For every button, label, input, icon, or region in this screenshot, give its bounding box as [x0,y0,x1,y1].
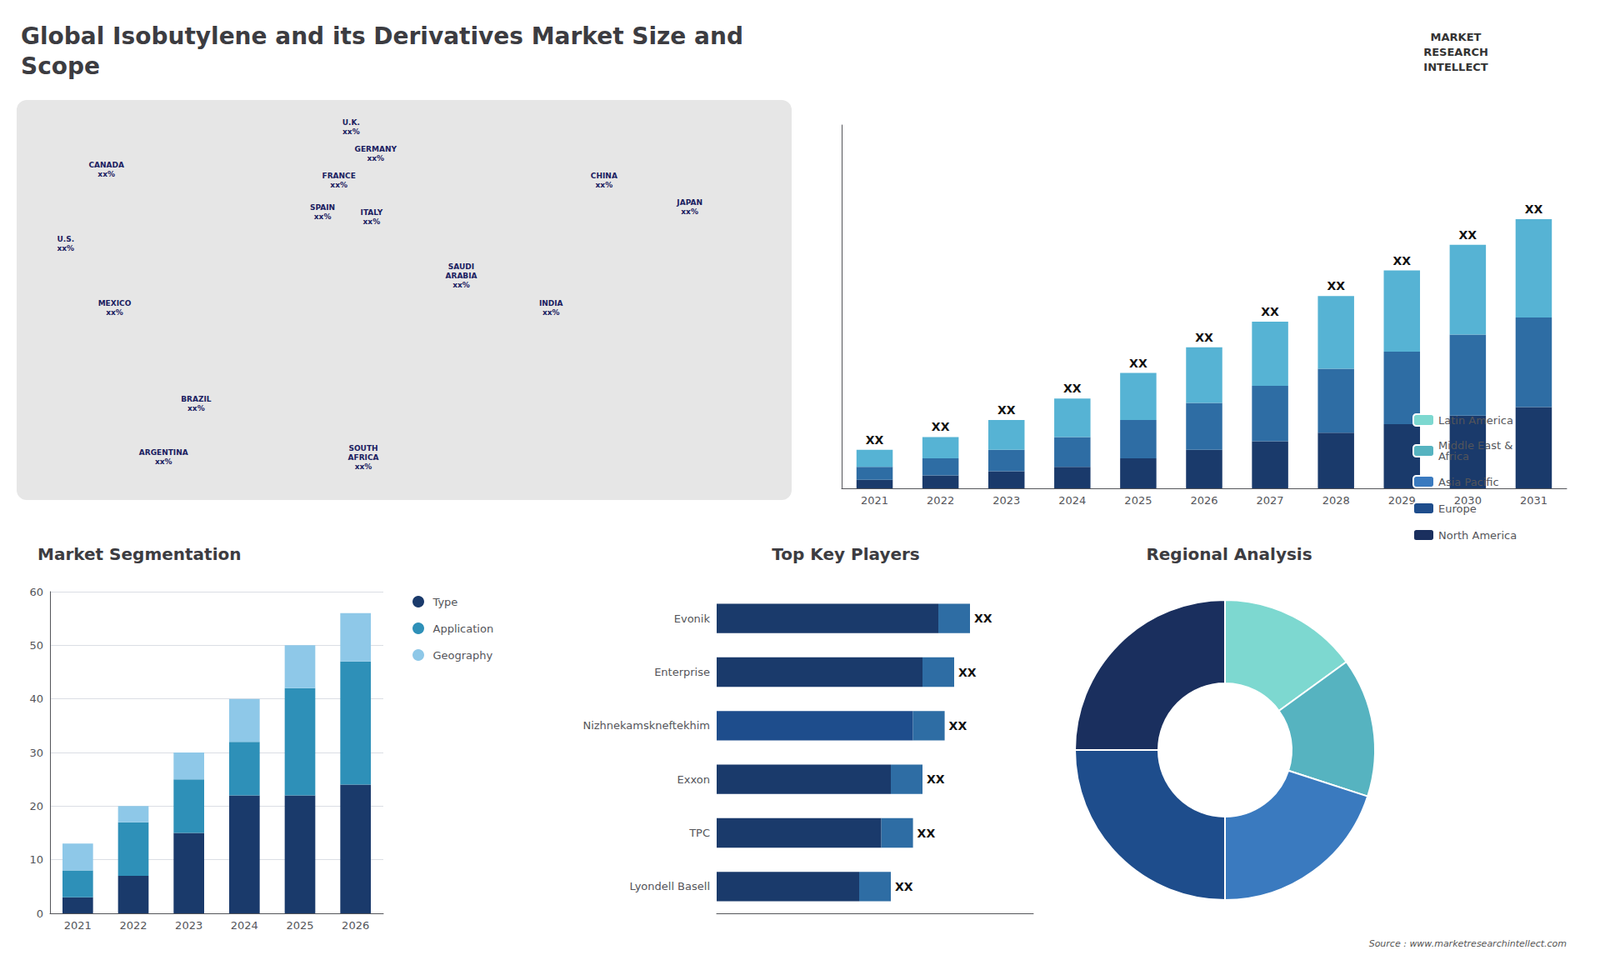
svg-text:ARABIA: ARABIA [445,271,478,280]
svg-text:2023: 2023 [992,494,1020,507]
svg-text:xx%: xx% [680,207,699,216]
svg-text:TPC: TPC [688,826,710,840]
svg-text:XX: XX [926,772,945,786]
svg-text:2021: 2021 [64,919,92,932]
svg-text:Type: Type [432,595,459,609]
svg-text:20: 20 [29,800,44,813]
svg-text:2021: 2021 [860,494,889,507]
svg-text:SOUTH: SOUTH [348,444,378,453]
svg-text:Application: Application [433,622,495,635]
svg-text:xx%: xx% [105,308,124,317]
svg-text:Latin America: Latin America [1438,414,1514,427]
svg-text:Geography: Geography [433,649,494,662]
svg-text:Nizhnekamskneftekhim: Nizhnekamskneftekhim [582,719,710,732]
svg-text:2024: 2024 [230,919,259,932]
svg-text:ITALY: ITALY [360,208,384,217]
svg-text:Enterprise: Enterprise [654,665,710,679]
svg-text:xx%: xx% [355,462,373,471]
svg-text:Asia Pacific: Asia Pacific [1438,475,1500,489]
svg-text:2025: 2025 [1124,494,1152,507]
svg-text:XX: XX [958,665,977,680]
svg-text:0: 0 [36,907,44,920]
svg-text:XX: XX [949,719,968,733]
svg-text:Africa: Africa [1438,450,1470,463]
svg-text:XX: XX [1195,330,1214,345]
svg-text:2027: 2027 [1256,494,1285,507]
svg-text:Evonik: Evonik [674,612,711,625]
svg-text:JAPAN: JAPAN [675,198,703,207]
svg-text:10: 10 [29,853,44,866]
svg-text:AFRICA: AFRICA [348,453,380,462]
svg-text:SPAIN: SPAIN [310,203,335,212]
svg-text:CANADA: CANADA [88,160,125,170]
svg-text:Lyondell Basell: Lyondell Basell [630,880,710,893]
svg-text:2031: 2031 [1520,494,1548,507]
svg-text:Middle East &: Middle East & [1438,439,1513,452]
svg-text:XX: XX [1326,279,1345,293]
svg-text:XX: XX [895,880,914,894]
svg-text:2025: 2025 [285,919,314,932]
svg-text:XX: XX [1260,305,1280,319]
svg-text:XX: XX [974,611,993,625]
svg-text:50: 50 [29,639,44,652]
svg-text:CHINA: CHINA [590,171,618,180]
svg-text:XX: XX [1063,381,1082,395]
svg-text:RESEARCH: RESEARCH [1423,45,1489,59]
svg-text:xx%: xx% [97,170,115,179]
svg-text:2030: 2030 [1454,494,1482,507]
svg-text:2022: 2022 [119,919,147,932]
svg-text:U.K.: U.K. [342,118,360,127]
svg-text:Regional Analysis: Regional Analysis [1145,544,1312,565]
svg-text:XX: XX [1129,356,1148,370]
svg-text:xx%: xx% [452,280,470,290]
svg-text:30: 30 [29,746,44,760]
svg-text:BRAZIL: BRAZIL [180,395,212,404]
svg-text:Top Key Players: Top Key Players [771,544,920,565]
svg-text:xx%: xx% [155,457,173,466]
svg-text:XX: XX [1392,254,1411,268]
svg-text:2028: 2028 [1322,494,1350,507]
svg-text:XX: XX [865,433,885,447]
svg-text:2022: 2022 [926,494,955,507]
svg-text:xx%: xx% [314,212,332,221]
svg-text:xx%: xx% [542,308,560,317]
svg-text:North America: North America [1438,529,1517,542]
svg-text:xx%: xx% [342,127,360,136]
svg-text:XX: XX [997,403,1016,417]
svg-text:2029: 2029 [1388,494,1416,507]
svg-text:Europe: Europe [1438,502,1477,515]
svg-text:INDIA: INDIA [539,299,564,308]
svg-text:XX: XX [1525,202,1544,216]
svg-text:GERMANY: GERMANY [355,145,398,154]
svg-text:Source : www.marketresearchint: Source : www.marketresearchintellect.com [1369,938,1567,950]
svg-text:SAUDI: SAUDI [448,262,475,271]
svg-text:INTELLECT: INTELLECT [1423,60,1488,74]
svg-text:xx%: xx% [330,180,348,190]
svg-text:2024: 2024 [1058,494,1086,507]
svg-text:Market Segmentation: Market Segmentation [37,544,242,565]
svg-text:MARKET: MARKET [1430,30,1482,44]
svg-text:FRANCE: FRANCE [322,171,356,180]
svg-text:xx%: xx% [595,180,614,190]
svg-text:Scope: Scope [20,52,100,80]
svg-text:xx%: xx% [187,404,205,413]
svg-text:60: 60 [29,585,44,599]
svg-text:2026: 2026 [341,919,370,932]
svg-text:Exxon: Exxon [677,773,710,786]
svg-text:MEXICO: MEXICO [98,299,132,308]
svg-text:xx%: xx% [363,217,381,226]
svg-text:2023: 2023 [175,919,203,932]
svg-text:ARGENTINA: ARGENTINA [139,448,189,457]
svg-text:Global Isobutylene and its Der: Global Isobutylene and its Derivatives M… [20,22,744,50]
svg-text:U.S.: U.S. [56,235,75,244]
svg-text:40: 40 [29,692,44,705]
svg-text:xx%: xx% [366,154,385,163]
svg-text:xx%: xx% [56,244,75,253]
svg-text:XX: XX [1459,228,1478,242]
svg-text:XX: XX [917,826,936,840]
svg-text:2026: 2026 [1190,494,1218,507]
svg-text:XX: XX [931,420,950,434]
